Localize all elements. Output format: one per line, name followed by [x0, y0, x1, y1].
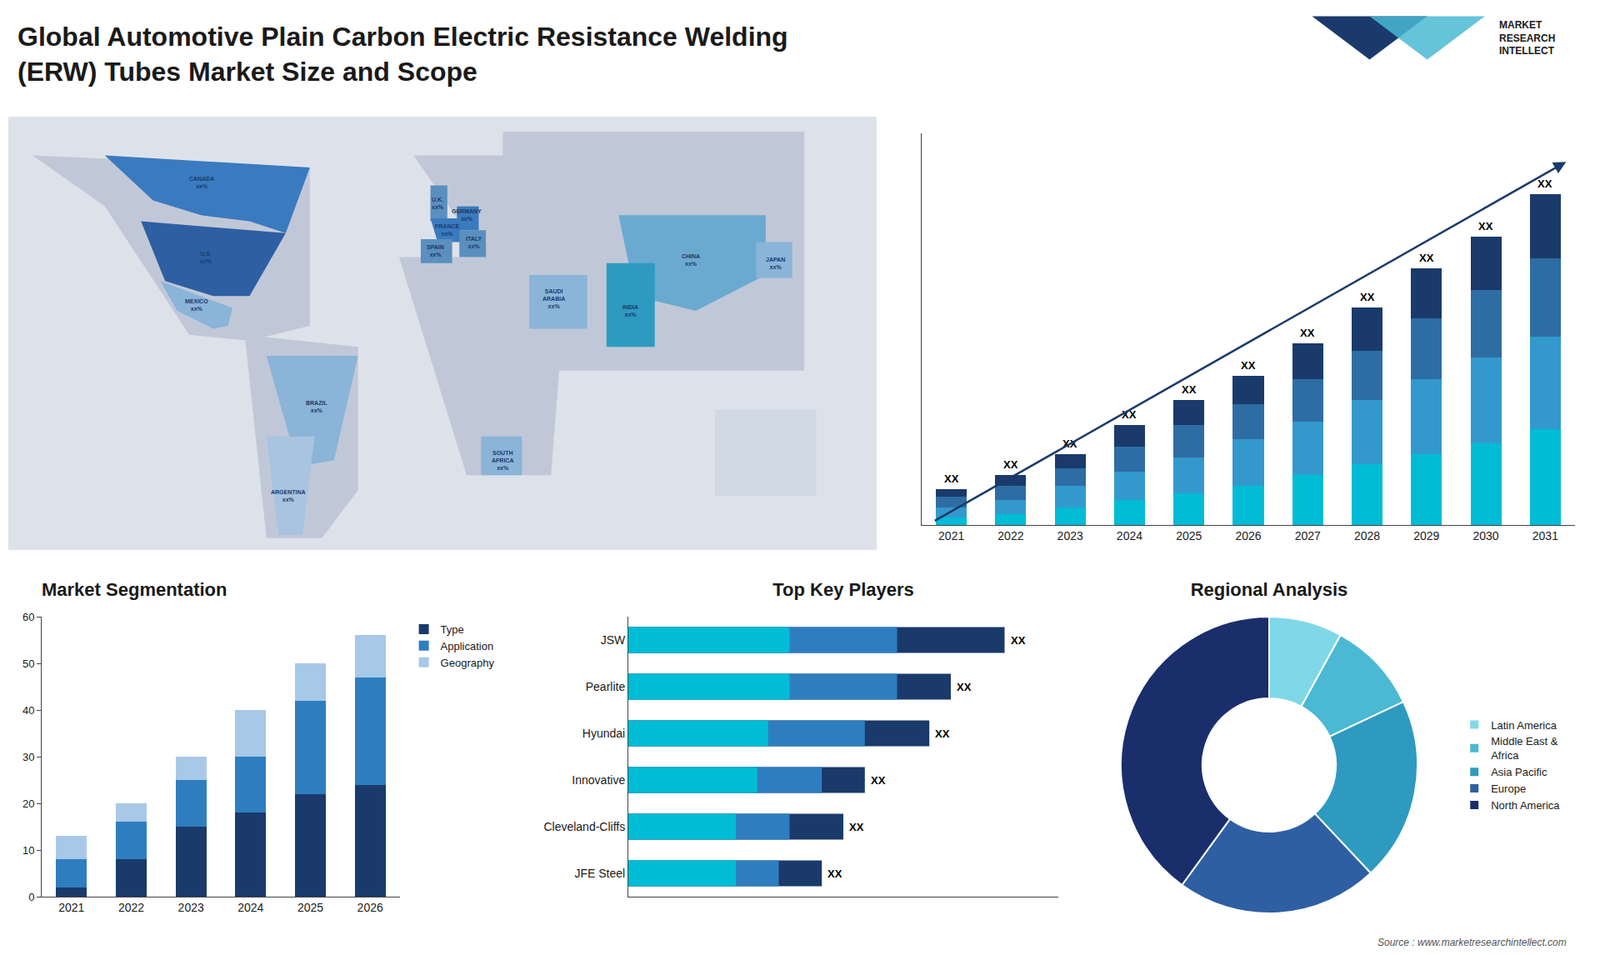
svg-text:SAUDIARABIAxx%: SAUDIARABIAxx%	[542, 288, 565, 310]
svg-text:MARKETRESEARCHINTELLECT: MARKETRESEARCHINTELLECT	[1499, 19, 1555, 57]
svg-text:50: 50	[22, 657, 35, 670]
svg-text:Middle East &Africa: Middle East &Africa	[1490, 735, 1559, 762]
svg-text:SOUTHAFRICAxx%: SOUTHAFRICAxx%	[491, 450, 514, 471]
svg-text:JAPANxx%: JAPANxx%	[765, 256, 785, 270]
svg-text:XX: XX	[1240, 359, 1256, 372]
svg-text:ARGENTINAxx%: ARGENTINAxx%	[270, 489, 306, 503]
svg-text:Source : www.marketresearchint: Source : www.marketresearchintellect.com	[1377, 936, 1567, 949]
svg-text:Europe: Europe	[1490, 782, 1526, 795]
svg-text:XX: XX	[1121, 408, 1137, 421]
svg-text:XX: XX	[1419, 251, 1435, 265]
svg-text:INDIAxx%: INDIAxx%	[622, 304, 639, 318]
svg-text:GERMANYxx%: GERMANYxx%	[451, 208, 482, 222]
svg-text:FRANCExx%: FRANCExx%	[435, 223, 460, 237]
svg-text:30: 30	[22, 750, 35, 764]
svg-text:Pearlite: Pearlite	[585, 680, 626, 694]
svg-text:2025: 2025	[1175, 529, 1202, 543]
svg-text:40: 40	[22, 704, 35, 717]
svg-text:XX: XX	[1010, 634, 1026, 647]
svg-text:XX: XX	[1537, 177, 1553, 190]
svg-text:XX: XX	[944, 472, 960, 485]
svg-text:North America: North America	[1490, 799, 1560, 812]
svg-text:2026: 2026	[1235, 529, 1261, 543]
svg-text:2028: 2028	[1354, 529, 1380, 543]
svg-text:2025: 2025	[297, 900, 324, 915]
svg-text:XX: XX	[870, 774, 886, 787]
svg-text:Asia Pacific: Asia Pacific	[1490, 765, 1548, 779]
svg-text:ITALYxx%: ITALYxx%	[465, 235, 482, 250]
svg-text:U.S.xx%: U.S.xx%	[200, 250, 213, 265]
svg-text:2026: 2026	[357, 900, 384, 915]
svg-text:2024: 2024	[237, 900, 264, 915]
svg-text:SPAINxx%: SPAINxx%	[426, 244, 445, 258]
svg-text:Innovative: Innovative	[571, 773, 625, 787]
svg-text:2022: 2022	[997, 529, 1024, 543]
svg-text:XX: XX	[1478, 220, 1494, 233]
svg-text:JSW: JSW	[600, 633, 626, 647]
svg-text:XX: XX	[1181, 383, 1197, 396]
svg-text:Market Segmentation: Market Segmentation	[41, 579, 228, 600]
svg-text:CANADAxx%: CANADAxx%	[189, 175, 215, 190]
svg-text:2024: 2024	[1116, 529, 1143, 543]
svg-text:Application: Application	[440, 640, 495, 653]
svg-text:10: 10	[22, 844, 35, 857]
svg-text:Type: Type	[440, 623, 465, 636]
svg-text:2021: 2021	[938, 529, 965, 543]
svg-text:2030: 2030	[1473, 529, 1500, 543]
svg-text:2022: 2022	[118, 900, 145, 915]
svg-text:XX: XX	[1360, 290, 1375, 304]
svg-text:XX: XX	[1003, 458, 1019, 471]
svg-text:Hyundai: Hyundai	[582, 726, 625, 740]
svg-text:XX: XX	[827, 867, 843, 880]
svg-text:2023: 2023	[178, 900, 205, 915]
svg-text:2029: 2029	[1413, 529, 1440, 543]
svg-text:Global Automotive Plain Carbon: Global Automotive Plain Carbon Electric …	[17, 21, 789, 87]
svg-text:Geography: Geography	[440, 656, 495, 670]
svg-text:2021: 2021	[58, 900, 85, 915]
svg-text:2027: 2027	[1295, 529, 1321, 543]
svg-text:60: 60	[22, 610, 35, 624]
svg-text:CHINAxx%: CHINAxx%	[681, 253, 700, 267]
svg-text:Latin America: Latin America	[1490, 719, 1558, 732]
svg-text:MEXICOxx%: MEXICOxx%	[185, 298, 209, 312]
svg-text:U.K.xx%: U.K.xx%	[431, 196, 445, 210]
svg-text:2023: 2023	[1057, 529, 1084, 543]
svg-text:Cleveland-Cliffs: Cleveland-Cliffs	[543, 820, 625, 834]
svg-text:XX: XX	[1062, 437, 1078, 450]
svg-text:0: 0	[28, 890, 35, 904]
svg-text:Top Key Players: Top Key Players	[772, 579, 915, 600]
svg-text:20: 20	[22, 797, 35, 810]
svg-text:Regional Analysis: Regional Analysis	[1190, 579, 1349, 600]
svg-text:JFE Steel: JFE Steel	[574, 866, 625, 880]
svg-text:XX: XX	[956, 680, 972, 694]
svg-text:2031: 2031	[1532, 529, 1559, 543]
svg-text:BRAZILxx%: BRAZILxx%	[305, 400, 328, 414]
svg-text:XX: XX	[1300, 326, 1315, 340]
svg-text:XX: XX	[935, 727, 950, 740]
svg-text:XX: XX	[849, 820, 865, 834]
